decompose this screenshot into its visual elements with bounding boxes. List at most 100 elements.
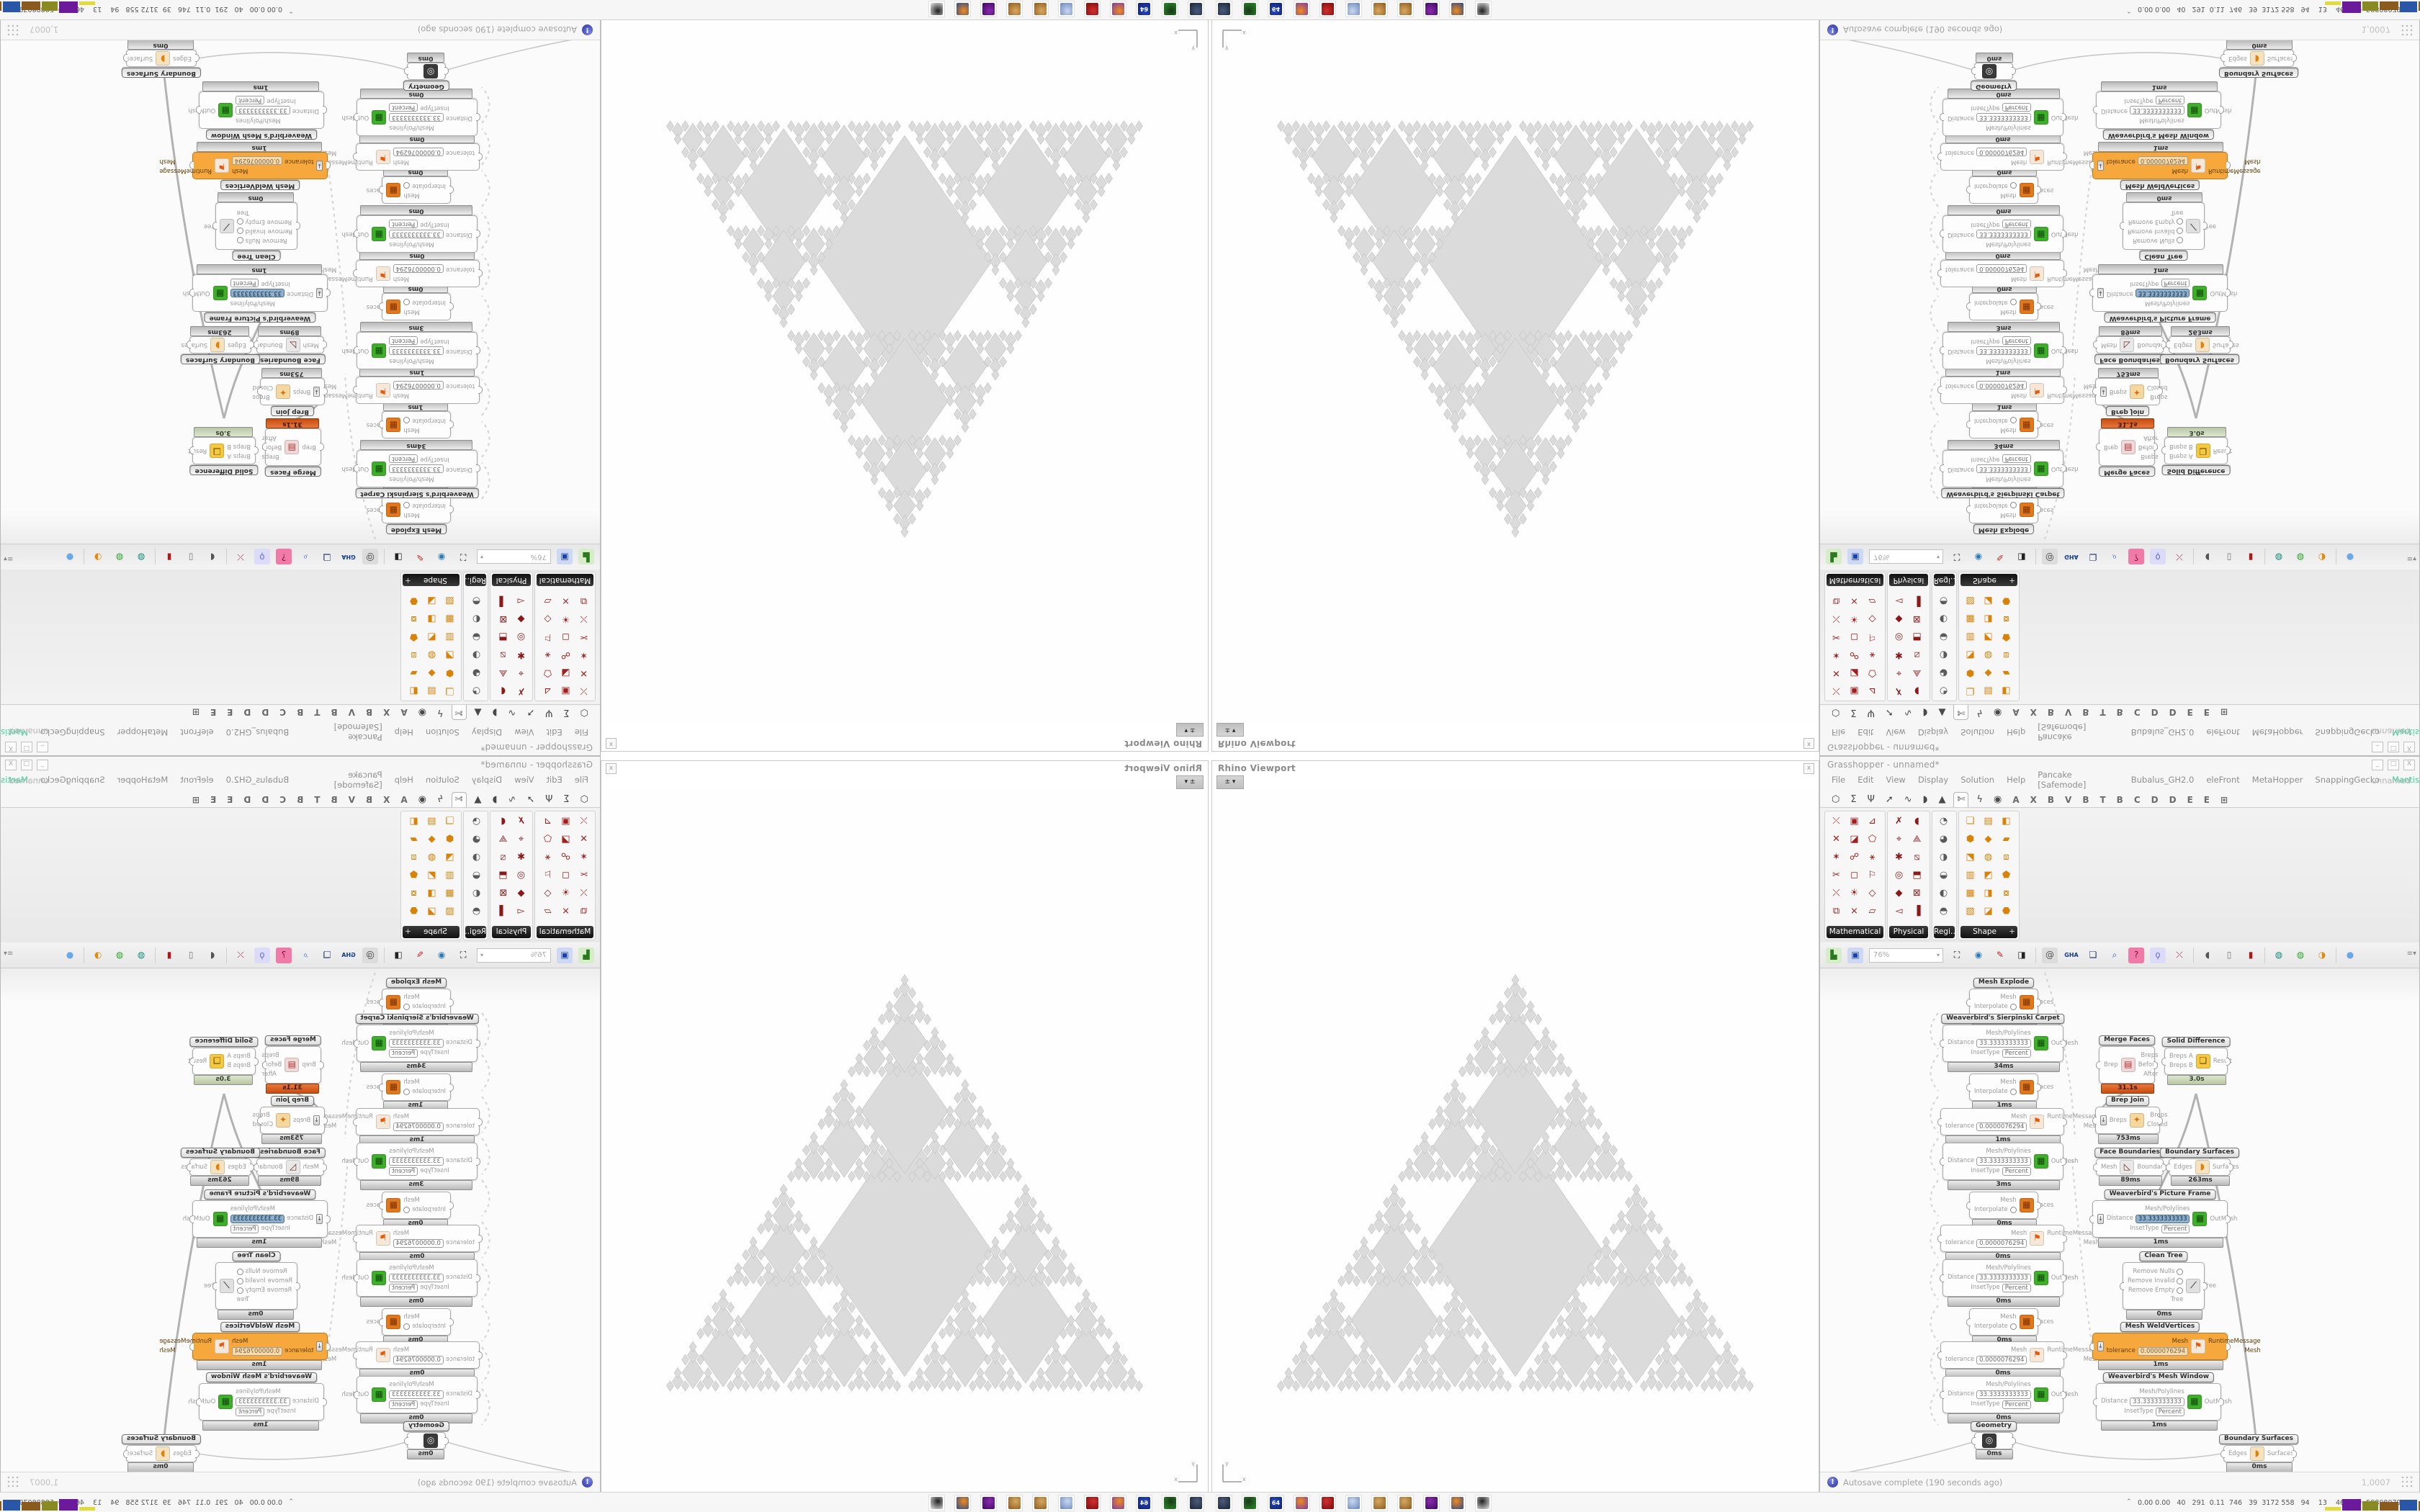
component-icon-3-8[interactable]: ⧈ <box>2003 852 2009 863</box>
gh-component-geometry[interactable]: Geometry ◎ 0ms <box>1971 53 2017 91</box>
component-body[interactable]: Mesh/Polylines Distance 33.3333333333 Inset… <box>341 1376 480 1413</box>
save-file-icon[interactable]: ▣ <box>1847 947 1863 963</box>
value-field[interactable]: 33.3333333333 <box>230 1214 285 1223</box>
component-icon-2-4[interactable]: ◐ <box>1939 613 1948 624</box>
input-port-mesh[interactable]: Mesh <box>403 191 419 199</box>
ribbon-panel-label[interactable]: Shape + <box>403 926 460 938</box>
component-body[interactable]: Mesh ◺ Boundaries <box>248 1158 327 1176</box>
component-icon-3-0[interactable]: ❏ <box>445 816 454 827</box>
hidden-preview-icon[interactable]: ◖ <box>2205 949 2210 960</box>
component-body[interactable]: Breps A Breps B ❏ Result <box>188 1048 259 1075</box>
output-port-outmesh[interactable]: OutMesh <box>2210 289 2237 297</box>
output-port-nub[interactable] <box>379 302 383 311</box>
input-port-distance[interactable]: Distance 33.3333333333 <box>1948 1273 2031 1282</box>
plugin-tab-0[interactable]: A <box>400 707 408 717</box>
tab-display[interactable]: ◉ <box>1993 794 2002 805</box>
input-port-mesh[interactable]: Mesh <box>2011 1346 2027 1354</box>
component-icon-3-8[interactable]: ⧈ <box>2003 649 2009 660</box>
component-icon-0-3[interactable]: ✕ <box>580 667 588 678</box>
output-port-nub[interactable] <box>354 113 358 122</box>
component-icon-0-14[interactable]: ◇ <box>544 888 552 899</box>
component-icon-0-14[interactable]: ◇ <box>1868 613 1876 624</box>
component-icon-0-17[interactable]: ▱ <box>544 906 552 917</box>
menu-item-edit[interactable]: Edit <box>546 775 563 785</box>
component-icon-0-11[interactable]: ⚐ <box>543 631 552 642</box>
plugin-tab-3[interactable]: V <box>348 707 355 717</box>
maximize-button[interactable]: □ <box>2388 742 2399 752</box>
input-port-nub[interactable] <box>1937 269 1942 278</box>
output-port-runtimemessage[interactable]: RuntimeMessage <box>159 1338 212 1346</box>
input-port-interpolate[interactable]: Interpolate <box>403 181 446 189</box>
component-icon-3-1[interactable]: ▤ <box>1984 685 1993 696</box>
floppy-64-app-icon[interactable]: 64 <box>1136 1495 1152 1511</box>
component-body[interactable]: Mesh Interpolate ▦ Faces <box>1966 1308 2053 1336</box>
preview-eye-icon[interactable]: ◉ <box>1974 552 1983 563</box>
value-field[interactable]: 33.3333333333 <box>389 464 444 474</box>
gh-component-node-9[interactable]: Mesh tolerance 0.0000076294 ⚑ RuntimeMessage… <box>1937 1341 2099 1379</box>
green-material-icon[interactable]: ◍ <box>115 949 124 960</box>
value-field[interactable]: 33.3333333333 <box>389 1273 444 1282</box>
gh-component-node-6[interactable]: Mesh tolerance 0.0000076294 ⚑ RuntimeMessage… <box>1937 1225 2099 1262</box>
menu-item-solution[interactable]: Solution <box>1960 727 1995 737</box>
output-port-breps[interactable]: Breps <box>2141 453 2158 461</box>
input-port-edges[interactable]: Edges <box>228 341 246 349</box>
gh-component-face-boundaries[interactable]: Face Boundaries Mesh ◺ Boundaries 89ms <box>2093 326 2172 364</box>
toggle-dot[interactable] <box>2009 299 2017 305</box>
component-icon-3-12[interactable]: ▦ <box>1966 613 1975 624</box>
tray-expand-icon[interactable]: ⌃ <box>2126 6 2132 14</box>
toggle-dot[interactable] <box>403 1323 411 1330</box>
gh-component-weaverbird-s-picture-frame[interactable]: Weaverbird's Picture Frame ↓ Mesh/Polyline… <box>2089 264 2237 323</box>
component-body[interactable]: Mesh/Polylines Distance 33.3333333333 Inset… <box>2093 91 2232 129</box>
output-port-nub[interactable] <box>404 67 408 76</box>
output-port-nub[interactable] <box>354 1274 358 1282</box>
output-port-runtimemessage[interactable]: RuntimeMessage <box>321 1230 373 1238</box>
component-body[interactable]: Mesh/Polylines Distance 33.3333333333 Inset… <box>1940 332 2079 369</box>
output-port-nub[interactable] <box>187 1163 191 1171</box>
tab-mesh[interactable]: ▲ <box>474 794 482 805</box>
input-port-mesh-polylines[interactable]: Mesh/Polylines <box>389 124 434 132</box>
component-icon-0-11[interactable]: ⚐ <box>1868 870 1877 881</box>
input-port-brep[interactable]: Brep <box>302 1061 316 1069</box>
value-field[interactable]: 33.3333333333 <box>1976 1273 2031 1282</box>
component-icon-1-8[interactable]: ◆ <box>1895 888 1903 899</box>
component-icon-1-3[interactable]: ⟁ <box>1912 834 1922 845</box>
component-body[interactable]: ↓ Mesh tolerance 0.0000076294 ⚑ RuntimeMessag… <box>2089 152 2261 179</box>
plugin-tab-8[interactable]: D <box>2151 795 2159 805</box>
component-body[interactable]: ↓ Mesh/Polylines Distance 33.3333333333 Inse… <box>2089 274 2237 312</box>
component-icon-3-16[interactable]: ◪ <box>427 595 436 606</box>
component-icon-3-10[interactable]: ◩ <box>1984 870 1993 881</box>
output-port-surfaces[interactable]: Surfaces <box>181 1164 207 1171</box>
output-port-nub[interactable] <box>2159 1116 2163 1125</box>
component-body[interactable]: Edges ◗ Surfaces <box>181 336 254 354</box>
plugin-tab-2[interactable]: B <box>365 707 373 717</box>
component-body[interactable]: Mesh/Polylines Distance 33.3333333333 Inset… <box>341 99 480 136</box>
input-port-interpolate[interactable]: Interpolate <box>403 1003 446 1011</box>
minimize-button[interactable]: _ <box>37 760 48 770</box>
gh-component-node-7[interactable]: Mesh/Polylines Distance 33.3333333333 Inset… <box>341 205 480 253</box>
input-port-nub[interactable] <box>1940 1039 1944 1048</box>
panel-expand-icon[interactable]: + <box>1919 937 1926 938</box>
component-icon-3-14[interactable]: ⧇ <box>2003 888 2009 899</box>
component-icon-2-5[interactable]: ◓ <box>472 595 481 606</box>
component-icon-1-9[interactable]: ⊠ <box>499 888 507 899</box>
calculator-app-icon[interactable] <box>1058 1 1075 17</box>
input-port-mesh-polylines[interactable]: Mesh/Polylines <box>2145 300 2190 307</box>
value-field[interactable]: Percent <box>236 1407 265 1416</box>
tab-params[interactable]: ⬡ <box>580 707 588 718</box>
input-port-nub[interactable] <box>1966 998 1971 1007</box>
teal-material-icon[interactable]: ◍ <box>137 552 145 563</box>
bw-notes-app-icon[interactable] <box>928 1 945 17</box>
tab-transform[interactable]: ϟ <box>1976 794 1983 805</box>
green-terminal-app-icon[interactable] <box>1162 1 1178 17</box>
toggle-dot[interactable] <box>236 1287 243 1294</box>
output-port-mesh[interactable]: Mesh <box>2084 1239 2099 1247</box>
gh-component-solid-difference[interactable]: Solid Difference Breps A Breps B ❏ Result 3.0… <box>2161 1037 2232 1085</box>
component-body[interactable]: Mesh/Polylines Distance 33.3333333333 Inset… <box>341 332 480 369</box>
toolbar-collapse-icon[interactable]: ≡▾ <box>2406 950 2416 958</box>
component-icon-3-2[interactable]: ◧ <box>409 816 418 827</box>
component-body[interactable]: Mesh/Polylines Distance 33.3333333333 Inset… <box>188 1383 327 1421</box>
input-port-nub[interactable] <box>478 1117 483 1126</box>
gh-component-geometry[interactable]: Geometry ◎ 0ms <box>403 53 449 91</box>
component-body[interactable]: Mesh Interpolate ▦ Faces <box>367 496 454 523</box>
